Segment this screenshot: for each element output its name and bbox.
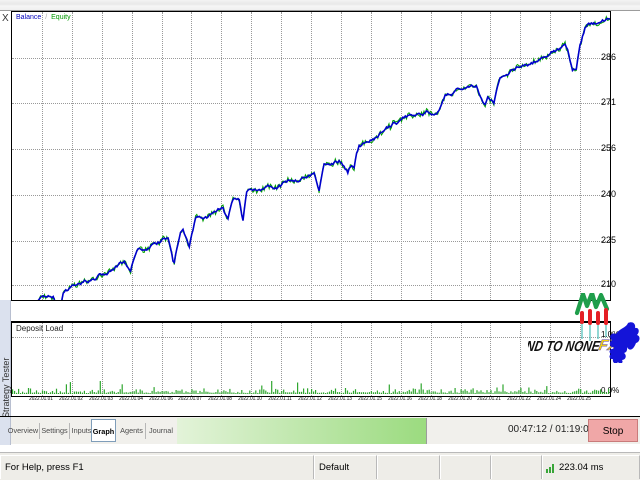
svg-text:2ND TO NONE: 2ND TO NONE (528, 339, 602, 355)
